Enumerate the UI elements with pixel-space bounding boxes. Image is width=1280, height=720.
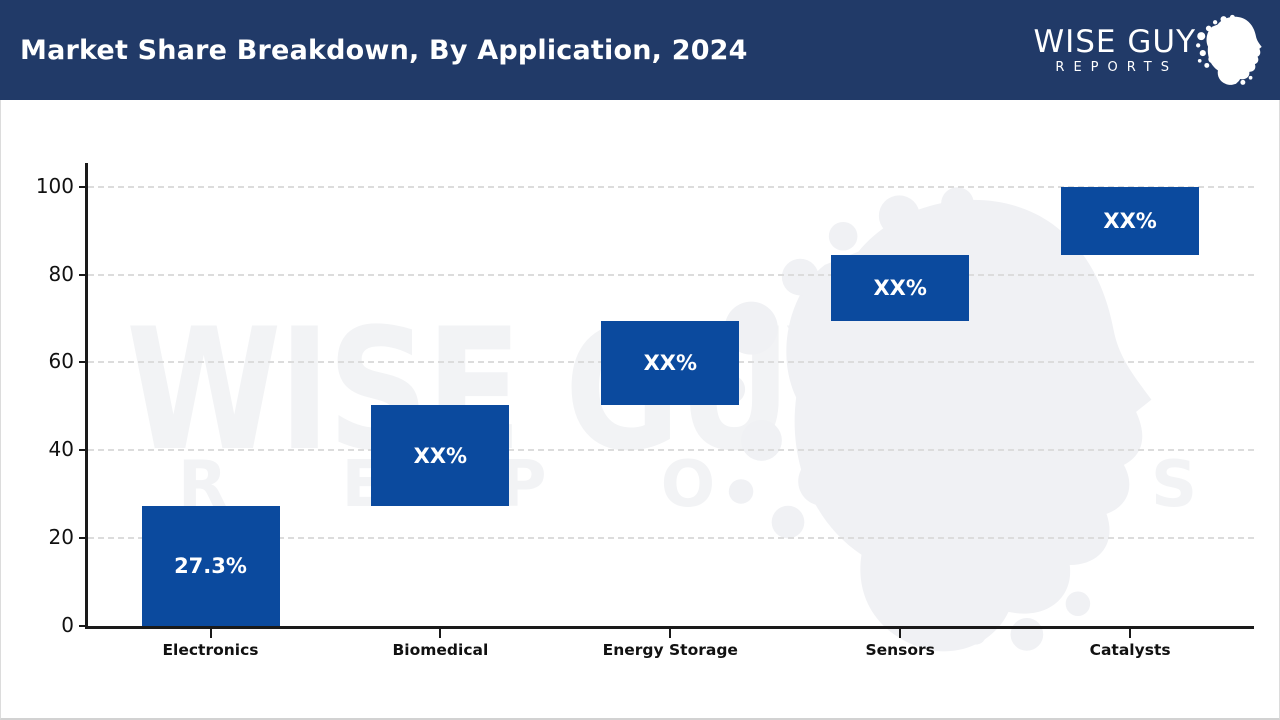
y-tick-mark-0	[79, 625, 88, 627]
chart-title: Market Share Breakdown, By Application, …	[20, 34, 748, 66]
gridline-20	[88, 537, 1254, 540]
y-tick-label-60: 60	[48, 349, 74, 374]
y-axis-line	[85, 163, 88, 629]
y-tick-label-100: 100	[35, 173, 74, 198]
logo-text: WISE GUY REPORTS	[1033, 25, 1196, 75]
head-profile-logo-icon	[1196, 14, 1262, 85]
y-tick-mark-100	[79, 185, 88, 188]
x-tick-mark-3	[899, 629, 902, 638]
y-tick-mark-40	[79, 449, 88, 452]
wise-guy-reports-logo: WISE GUY REPORTS	[1033, 4, 1266, 96]
y-tick-mark-60	[79, 361, 88, 364]
bar-value-label: XX%	[873, 275, 927, 300]
x-category-label-2: Energy Storage	[602, 641, 738, 659]
x-category-label-1: Biomedical	[392, 641, 489, 659]
gridline-40	[88, 449, 1254, 452]
y-tick-label-0: 0	[61, 613, 74, 637]
bar-sensors: XX%	[831, 254, 970, 322]
x-tick-mark-2	[669, 629, 672, 638]
y-tick-label-20: 20	[48, 525, 74, 550]
gridline-80	[88, 273, 1254, 276]
bar-value-label: XX%	[413, 443, 468, 468]
y-tick-label-80: 80	[48, 261, 74, 286]
x-tick-mark-0	[209, 629, 212, 638]
logo-wordmark: WISE GUY	[1033, 24, 1196, 60]
bar-value-label: 27.3%	[174, 554, 247, 579]
x-tick-mark-4	[1129, 629, 1132, 638]
x-axis-line	[85, 626, 1254, 629]
x-category-label-4: Catalysts	[1089, 641, 1171, 659]
y-tick-label-40: 40	[48, 437, 74, 462]
bar-energy-storage: XX%	[601, 321, 740, 406]
logo-subtitle: REPORTS	[1055, 60, 1179, 75]
x-category-label-3: Sensors	[865, 641, 935, 659]
header-band: Market Share Breakdown, By Application, …	[0, 0, 1280, 100]
bar-catalysts: XX%	[1061, 186, 1200, 255]
bar-value-label: XX%	[1103, 208, 1157, 233]
bar-value-label: XX%	[643, 351, 698, 376]
x-tick-mark-1	[439, 629, 442, 638]
y-tick-mark-80	[79, 273, 88, 276]
gridline-100	[88, 185, 1254, 188]
bar-electronics: 27.3%	[141, 506, 280, 626]
y-tick-mark-20	[79, 537, 88, 540]
bar-biomedical: XX%	[371, 405, 510, 507]
x-category-label-0: Electronics	[162, 641, 259, 659]
